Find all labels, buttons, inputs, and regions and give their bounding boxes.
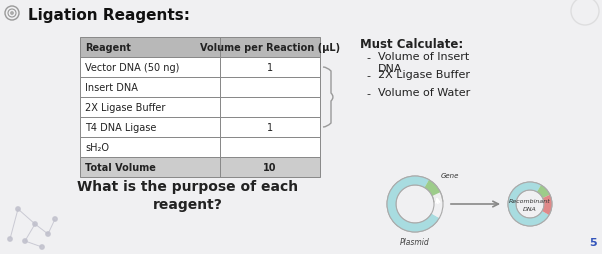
Text: 5: 5 bbox=[589, 237, 597, 247]
Circle shape bbox=[8, 237, 12, 241]
Text: 1: 1 bbox=[267, 122, 273, 133]
Bar bbox=[80, 157, 220, 177]
Text: Volume of Insert
DNA: Volume of Insert DNA bbox=[378, 52, 469, 74]
Bar bbox=[220, 78, 320, 98]
Wedge shape bbox=[508, 182, 549, 226]
Wedge shape bbox=[508, 182, 552, 226]
Bar bbox=[220, 38, 320, 58]
Circle shape bbox=[33, 222, 37, 226]
Text: Plasmid: Plasmid bbox=[400, 237, 430, 246]
Text: T4 DNA Ligase: T4 DNA Ligase bbox=[85, 122, 157, 133]
Text: 2X Ligase Buffer: 2X Ligase Buffer bbox=[378, 70, 470, 80]
Circle shape bbox=[46, 232, 50, 236]
Bar bbox=[220, 137, 320, 157]
Wedge shape bbox=[387, 176, 439, 232]
Bar bbox=[80, 118, 220, 137]
Text: sH₂O: sH₂O bbox=[85, 142, 109, 152]
Text: Insert DNA: Insert DNA bbox=[85, 83, 138, 93]
Bar bbox=[80, 58, 220, 78]
Circle shape bbox=[40, 245, 44, 249]
Circle shape bbox=[53, 217, 57, 221]
Text: Total Volume: Total Volume bbox=[85, 162, 156, 172]
Text: 1: 1 bbox=[267, 63, 273, 73]
Bar bbox=[80, 98, 220, 118]
Text: Must Calculate:: Must Calculate: bbox=[360, 38, 464, 51]
Wedge shape bbox=[430, 202, 444, 219]
Text: Recombinant: Recombinant bbox=[509, 199, 551, 204]
Bar bbox=[220, 118, 320, 137]
Wedge shape bbox=[542, 195, 552, 215]
Text: Ligation Reagents:: Ligation Reagents: bbox=[28, 8, 190, 23]
Text: DNA: DNA bbox=[523, 207, 537, 212]
Bar bbox=[80, 137, 220, 157]
Text: Gene: Gene bbox=[441, 172, 459, 178]
Wedge shape bbox=[537, 185, 550, 198]
Text: What is the purpose of each
reagent?: What is the purpose of each reagent? bbox=[78, 179, 299, 212]
Text: 10: 10 bbox=[263, 162, 277, 172]
Circle shape bbox=[11, 13, 13, 15]
Bar bbox=[220, 98, 320, 118]
Text: Reagent: Reagent bbox=[85, 43, 131, 53]
Text: Vector DNA (50 ng): Vector DNA (50 ng) bbox=[85, 63, 179, 73]
Text: -: - bbox=[366, 53, 370, 63]
Wedge shape bbox=[424, 180, 441, 196]
Text: 2X Ligase Buffer: 2X Ligase Buffer bbox=[85, 103, 166, 113]
Text: Volume per Reaction (μL): Volume per Reaction (μL) bbox=[200, 43, 340, 53]
Text: -: - bbox=[366, 89, 370, 99]
Wedge shape bbox=[387, 176, 443, 232]
Text: Volume of Water: Volume of Water bbox=[378, 88, 470, 98]
Bar bbox=[220, 58, 320, 78]
Bar bbox=[220, 157, 320, 177]
Text: -: - bbox=[366, 71, 370, 81]
Bar bbox=[80, 78, 220, 98]
Bar bbox=[80, 38, 220, 58]
Circle shape bbox=[23, 239, 27, 243]
Circle shape bbox=[16, 207, 20, 211]
